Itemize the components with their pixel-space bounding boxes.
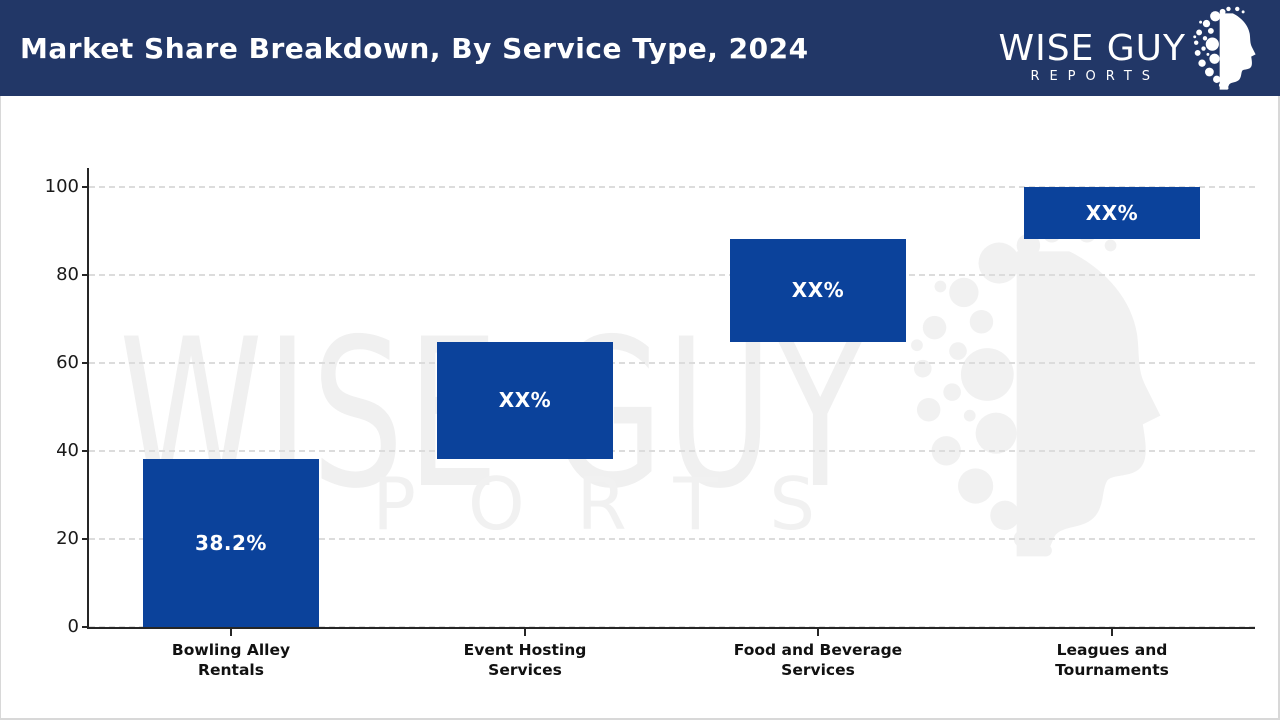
x-tick-mark bbox=[524, 627, 526, 636]
brand-head-icon bbox=[1193, 6, 1256, 90]
waterfall-bar-3: XX% bbox=[730, 238, 906, 342]
x-tick-mark bbox=[230, 627, 232, 636]
bar-value-label: XX% bbox=[1085, 200, 1139, 225]
bar-value-label: 38.2% bbox=[195, 530, 267, 555]
x-axis-line bbox=[87, 627, 1255, 629]
y-tick-label: 60 bbox=[56, 352, 79, 373]
page-title: Market Share Breakdown, By Service Type,… bbox=[20, 31, 809, 65]
y-tick-label: 100 bbox=[44, 176, 79, 197]
y-tick-mark bbox=[82, 450, 89, 452]
y-axis-line bbox=[87, 168, 89, 629]
brand-subtitle: REPORTS bbox=[1030, 69, 1161, 84]
gridline-60 bbox=[89, 362, 1255, 364]
brand-name: WISE GUY bbox=[998, 28, 1186, 69]
y-tick-label: 20 bbox=[56, 528, 79, 549]
gridline-80 bbox=[89, 274, 1255, 276]
y-tick-label: 80 bbox=[56, 264, 79, 285]
y-tick-mark bbox=[82, 538, 89, 540]
y-tick-mark bbox=[82, 186, 89, 188]
chart-area: WISE GUY REPORTS 0 20 40 60 80 100 38.2% Bowlin… bbox=[0, 96, 1280, 720]
x-category-label: Leagues and Tournaments bbox=[1055, 641, 1169, 679]
gridline-20 bbox=[89, 538, 1255, 540]
y-tick-mark bbox=[82, 362, 89, 364]
x-tick-mark bbox=[817, 627, 819, 636]
y-tick-label: 40 bbox=[56, 440, 79, 461]
waterfall-bar-1: 38.2% bbox=[143, 458, 319, 627]
y-tick-mark bbox=[82, 626, 89, 628]
y-tick-mark bbox=[82, 274, 89, 276]
x-category-label: Event Hosting Services bbox=[463, 641, 587, 679]
bar-value-label: XX% bbox=[498, 388, 552, 413]
gridline-100 bbox=[89, 186, 1255, 188]
x-category-label: Bowling Alley Rentals bbox=[171, 641, 291, 679]
waterfall-bar-2: XX% bbox=[437, 341, 613, 459]
x-category-label: Food and Beverage Services bbox=[733, 641, 903, 679]
x-tick-mark bbox=[1111, 627, 1113, 636]
header: Market Share Breakdown, By Service Type,… bbox=[0, 0, 1280, 96]
gridline-40 bbox=[89, 450, 1255, 452]
waterfall-bar-4: XX% bbox=[1024, 187, 1200, 239]
bar-value-label: XX% bbox=[791, 278, 845, 303]
y-tick-label: 0 bbox=[67, 616, 79, 637]
brand-logo-text: WISE GUY REPORTS bbox=[998, 28, 1187, 85]
brand-logo: WISE GUY REPORTS bbox=[999, 6, 1267, 94]
